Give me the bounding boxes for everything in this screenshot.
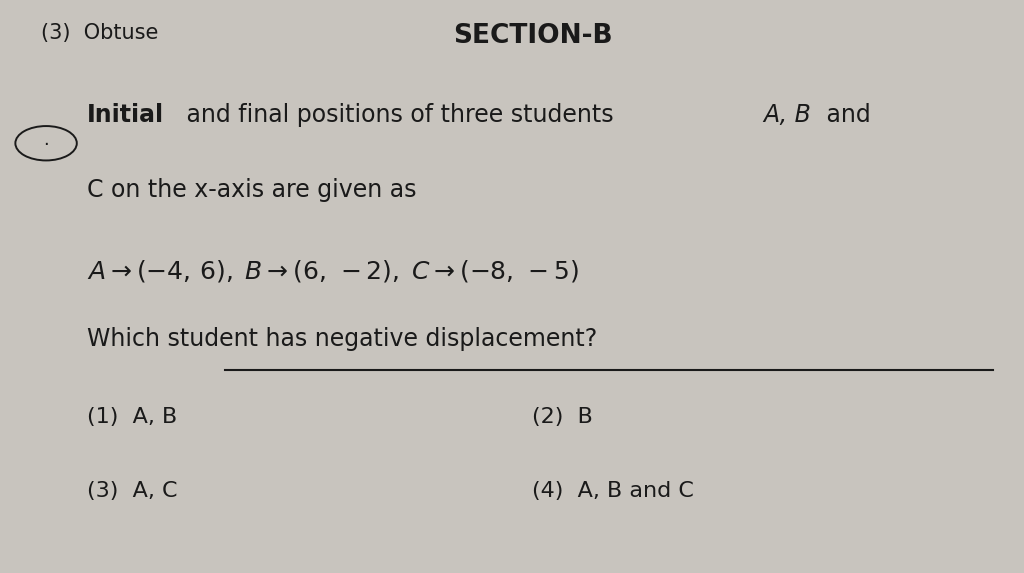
Text: (2)  B: (2) B	[532, 407, 593, 427]
Text: $A \rightarrow(-4,\,6),\;B \rightarrow(6,\,-2),\;C \rightarrow(-8,\,-5)$: $A \rightarrow(-4,\,6),\;B \rightarrow(6…	[87, 258, 579, 284]
Text: and: and	[819, 103, 871, 127]
Text: (3)  Obtuse: (3) Obtuse	[41, 23, 159, 43]
Text: C on the x-axis are given as: C on the x-axis are given as	[87, 178, 417, 202]
Text: .: .	[43, 131, 49, 150]
Text: Which student has negative displacement?: Which student has negative displacement?	[87, 327, 597, 351]
Text: Initial: Initial	[87, 103, 164, 127]
Text: (4)  A, B and C: (4) A, B and C	[532, 481, 694, 501]
Text: and final positions of three students: and final positions of three students	[179, 103, 622, 127]
Circle shape	[15, 126, 77, 160]
Text: (3)  A, C: (3) A, C	[87, 481, 177, 501]
Text: SECTION-B: SECTION-B	[453, 23, 612, 49]
Text: (1)  A, B: (1) A, B	[87, 407, 177, 427]
Text: A, B: A, B	[763, 103, 811, 127]
